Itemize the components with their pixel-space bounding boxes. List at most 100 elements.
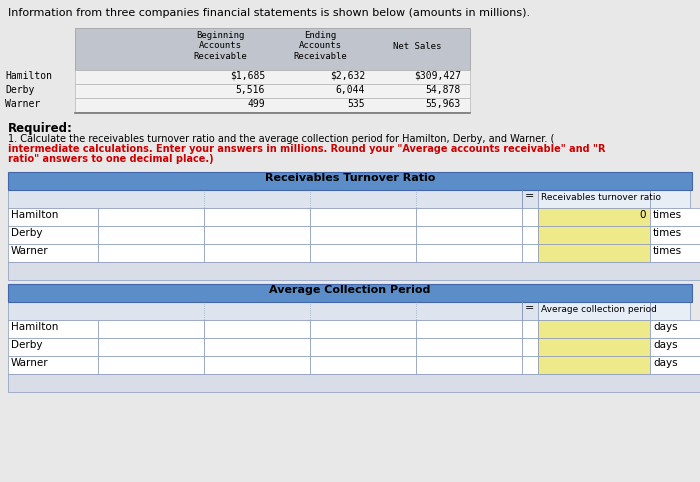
- Bar: [522, 338, 538, 356]
- Bar: [204, 320, 310, 338]
- Bar: [204, 226, 310, 244]
- Bar: [538, 356, 650, 374]
- Bar: [522, 244, 538, 262]
- Text: 535: 535: [347, 99, 365, 109]
- Bar: [538, 320, 650, 338]
- Bar: [98, 208, 204, 226]
- Bar: [8, 356, 98, 374]
- Bar: [310, 244, 416, 262]
- Bar: [650, 320, 700, 338]
- Text: days: days: [653, 322, 678, 332]
- Bar: [416, 226, 522, 244]
- Bar: [98, 356, 204, 374]
- Text: $2,632: $2,632: [330, 71, 365, 81]
- Bar: [538, 190, 650, 208]
- Text: $309,427: $309,427: [414, 71, 461, 81]
- Bar: [75, 84, 470, 98]
- Bar: [8, 172, 692, 190]
- Text: times: times: [653, 246, 682, 256]
- Bar: [310, 208, 416, 226]
- Bar: [650, 338, 700, 356]
- Bar: [522, 226, 538, 244]
- Bar: [204, 244, 310, 262]
- Text: Hamilton: Hamilton: [5, 71, 52, 81]
- Text: Average collection period: Average collection period: [541, 305, 657, 314]
- Text: =: =: [525, 191, 535, 201]
- Text: intermediate calculations. Enter your answers in millions. Round your "Average a: intermediate calculations. Enter your an…: [8, 144, 606, 154]
- Bar: [310, 226, 416, 244]
- Bar: [98, 320, 204, 338]
- Bar: [416, 338, 522, 356]
- Text: Ending
Accounts
Receivable: Ending Accounts Receivable: [293, 31, 347, 61]
- Text: Warner: Warner: [11, 246, 48, 256]
- Text: Required:: Required:: [8, 122, 73, 135]
- Bar: [8, 320, 98, 338]
- Text: Warner: Warner: [5, 99, 41, 109]
- Bar: [416, 244, 522, 262]
- Text: Information from three companies financial statements is shown below (amounts in: Information from three companies financi…: [8, 8, 530, 18]
- Bar: [522, 320, 538, 338]
- Bar: [8, 284, 692, 302]
- Bar: [538, 302, 650, 320]
- Bar: [538, 226, 650, 244]
- Text: $1,685: $1,685: [230, 71, 265, 81]
- Bar: [98, 338, 204, 356]
- Text: Derby: Derby: [11, 228, 43, 238]
- Bar: [416, 356, 522, 374]
- Text: 1. Calculate the receivables turnover ratio and the average collection period fo: 1. Calculate the receivables turnover ra…: [8, 134, 554, 144]
- Text: Beginning
Accounts
Receivable: Beginning Accounts Receivable: [193, 31, 247, 61]
- Bar: [522, 302, 538, 320]
- Text: Hamilton: Hamilton: [11, 322, 58, 332]
- Bar: [522, 190, 538, 208]
- Text: ratio" answers to one decimal place.): ratio" answers to one decimal place.): [8, 154, 213, 164]
- Bar: [8, 374, 700, 392]
- Bar: [8, 208, 98, 226]
- Bar: [8, 226, 98, 244]
- Bar: [8, 190, 522, 208]
- Bar: [650, 244, 700, 262]
- Bar: [8, 262, 700, 280]
- Bar: [522, 356, 538, 374]
- Text: 0: 0: [640, 210, 646, 220]
- Bar: [8, 244, 98, 262]
- Bar: [650, 190, 690, 208]
- Bar: [310, 320, 416, 338]
- Bar: [8, 338, 98, 356]
- Bar: [538, 208, 650, 226]
- Text: Derby: Derby: [11, 340, 43, 350]
- Bar: [416, 320, 522, 338]
- Text: 55,963: 55,963: [426, 99, 461, 109]
- Bar: [75, 70, 470, 84]
- Text: Hamilton: Hamilton: [11, 210, 58, 220]
- Text: Derby: Derby: [5, 85, 34, 95]
- Text: days: days: [653, 358, 678, 368]
- Text: Average Collection Period: Average Collection Period: [270, 285, 430, 295]
- Bar: [650, 226, 700, 244]
- Text: Warner: Warner: [11, 358, 48, 368]
- Bar: [310, 356, 416, 374]
- Text: days: days: [653, 340, 678, 350]
- Bar: [75, 28, 470, 70]
- Text: 6,044: 6,044: [335, 85, 365, 95]
- Text: times: times: [653, 210, 682, 220]
- Bar: [650, 356, 700, 374]
- Bar: [538, 244, 650, 262]
- Bar: [98, 244, 204, 262]
- Text: times: times: [653, 228, 682, 238]
- Bar: [98, 226, 204, 244]
- Bar: [522, 208, 538, 226]
- Text: Net Sales: Net Sales: [393, 42, 441, 51]
- Bar: [650, 302, 690, 320]
- Bar: [204, 338, 310, 356]
- Bar: [310, 338, 416, 356]
- Text: =: =: [525, 303, 535, 313]
- Bar: [75, 98, 470, 112]
- Bar: [538, 338, 650, 356]
- Bar: [204, 208, 310, 226]
- Text: Receivables Turnover Ratio: Receivables Turnover Ratio: [265, 173, 435, 183]
- Bar: [8, 302, 522, 320]
- Bar: [650, 208, 700, 226]
- Bar: [204, 356, 310, 374]
- Text: 5,516: 5,516: [236, 85, 265, 95]
- Text: 499: 499: [247, 99, 265, 109]
